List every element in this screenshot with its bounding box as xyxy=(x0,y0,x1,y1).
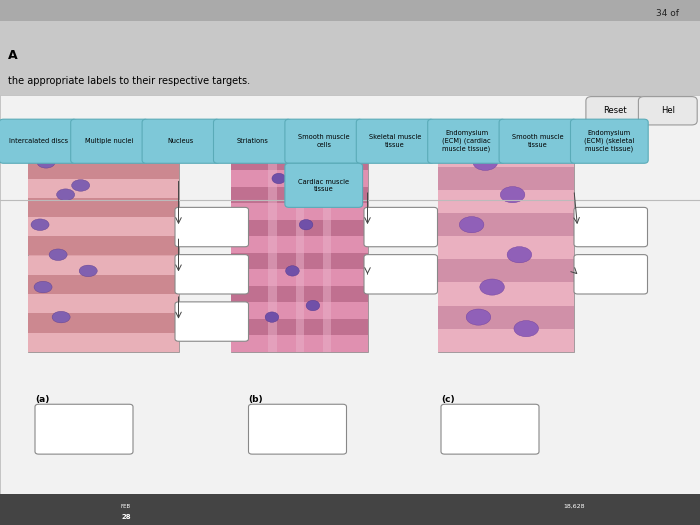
FancyBboxPatch shape xyxy=(28,178,178,198)
FancyBboxPatch shape xyxy=(499,119,577,163)
Text: Smooth muscle
cells: Smooth muscle cells xyxy=(298,134,349,148)
FancyBboxPatch shape xyxy=(35,404,133,454)
FancyBboxPatch shape xyxy=(438,259,574,282)
Text: 18,628: 18,628 xyxy=(564,504,584,509)
Text: (c): (c) xyxy=(441,395,454,404)
FancyBboxPatch shape xyxy=(231,335,368,352)
FancyBboxPatch shape xyxy=(231,269,368,286)
FancyBboxPatch shape xyxy=(231,203,368,220)
FancyBboxPatch shape xyxy=(175,255,248,294)
Text: Striations: Striations xyxy=(237,138,268,144)
FancyBboxPatch shape xyxy=(438,167,574,190)
FancyBboxPatch shape xyxy=(231,137,368,154)
Text: Skeletal muscle
tissue: Skeletal muscle tissue xyxy=(369,134,421,148)
FancyBboxPatch shape xyxy=(248,404,346,454)
Ellipse shape xyxy=(459,217,484,233)
Ellipse shape xyxy=(466,309,491,325)
Text: Hel: Hel xyxy=(661,106,675,116)
FancyBboxPatch shape xyxy=(71,119,148,163)
FancyBboxPatch shape xyxy=(231,286,368,302)
FancyBboxPatch shape xyxy=(231,302,368,319)
Ellipse shape xyxy=(49,249,67,260)
FancyBboxPatch shape xyxy=(438,121,574,144)
Ellipse shape xyxy=(473,154,498,171)
Text: 28: 28 xyxy=(121,514,131,520)
FancyBboxPatch shape xyxy=(142,119,220,163)
Ellipse shape xyxy=(300,219,313,230)
FancyBboxPatch shape xyxy=(438,190,574,213)
FancyBboxPatch shape xyxy=(0,0,700,94)
FancyBboxPatch shape xyxy=(28,313,178,332)
FancyBboxPatch shape xyxy=(28,236,178,256)
FancyBboxPatch shape xyxy=(269,121,277,352)
Ellipse shape xyxy=(306,300,320,311)
FancyBboxPatch shape xyxy=(231,121,368,352)
Text: FEB: FEB xyxy=(121,504,131,509)
FancyBboxPatch shape xyxy=(231,187,368,203)
Ellipse shape xyxy=(480,279,505,295)
FancyBboxPatch shape xyxy=(28,275,178,294)
Ellipse shape xyxy=(500,186,525,203)
FancyBboxPatch shape xyxy=(285,119,363,163)
Text: the appropriate labels to their respective targets.: the appropriate labels to their respecti… xyxy=(8,76,251,87)
FancyBboxPatch shape xyxy=(356,119,434,163)
FancyBboxPatch shape xyxy=(231,253,368,269)
FancyBboxPatch shape xyxy=(175,207,248,247)
FancyBboxPatch shape xyxy=(586,97,645,125)
FancyBboxPatch shape xyxy=(441,404,539,454)
FancyBboxPatch shape xyxy=(231,236,368,253)
FancyBboxPatch shape xyxy=(295,121,304,352)
Text: Endomysium
(ECM) (skeletal
muscle tissue): Endomysium (ECM) (skeletal muscle tissue… xyxy=(584,130,634,152)
Ellipse shape xyxy=(286,266,300,276)
FancyBboxPatch shape xyxy=(28,159,178,178)
Ellipse shape xyxy=(272,173,286,184)
FancyBboxPatch shape xyxy=(438,236,574,259)
FancyBboxPatch shape xyxy=(28,294,178,313)
Text: Endomysium
(ECM) (cardiac
muscle tissue): Endomysium (ECM) (cardiac muscle tissue) xyxy=(442,130,491,152)
FancyBboxPatch shape xyxy=(638,97,697,125)
FancyBboxPatch shape xyxy=(231,121,368,137)
Ellipse shape xyxy=(52,311,70,323)
FancyBboxPatch shape xyxy=(231,220,368,236)
Text: Cardiac muscle
tissue: Cardiac muscle tissue xyxy=(298,178,349,192)
FancyBboxPatch shape xyxy=(0,494,700,525)
Ellipse shape xyxy=(514,321,538,337)
FancyBboxPatch shape xyxy=(28,121,178,352)
FancyBboxPatch shape xyxy=(438,213,574,236)
FancyBboxPatch shape xyxy=(28,217,178,236)
Ellipse shape xyxy=(31,219,49,230)
Ellipse shape xyxy=(507,247,532,263)
Text: Smooth muscle
tissue: Smooth muscle tissue xyxy=(512,134,564,148)
Text: (b): (b) xyxy=(248,395,263,404)
FancyBboxPatch shape xyxy=(231,154,368,170)
Text: Multiple nuclei: Multiple nuclei xyxy=(85,138,134,144)
Ellipse shape xyxy=(34,281,52,293)
FancyBboxPatch shape xyxy=(231,170,368,187)
FancyBboxPatch shape xyxy=(364,207,438,247)
Text: 34 of: 34 of xyxy=(656,8,679,18)
FancyBboxPatch shape xyxy=(28,332,178,352)
Text: Intercalated discs: Intercalated discs xyxy=(8,138,68,144)
FancyBboxPatch shape xyxy=(28,198,178,217)
FancyBboxPatch shape xyxy=(438,282,574,306)
FancyBboxPatch shape xyxy=(438,144,574,167)
FancyBboxPatch shape xyxy=(285,163,363,207)
FancyBboxPatch shape xyxy=(28,256,178,275)
FancyBboxPatch shape xyxy=(364,255,438,294)
FancyBboxPatch shape xyxy=(428,119,505,163)
Ellipse shape xyxy=(37,156,55,168)
FancyBboxPatch shape xyxy=(438,329,574,352)
Ellipse shape xyxy=(57,189,75,201)
FancyBboxPatch shape xyxy=(214,119,291,163)
FancyBboxPatch shape xyxy=(574,255,648,294)
FancyBboxPatch shape xyxy=(28,121,178,140)
Ellipse shape xyxy=(265,312,279,322)
Text: Nucleus: Nucleus xyxy=(168,138,194,144)
Text: Reset: Reset xyxy=(603,106,627,116)
FancyBboxPatch shape xyxy=(0,94,700,525)
FancyBboxPatch shape xyxy=(323,121,332,352)
FancyBboxPatch shape xyxy=(28,140,178,159)
Ellipse shape xyxy=(293,143,306,154)
Text: A: A xyxy=(8,49,18,61)
